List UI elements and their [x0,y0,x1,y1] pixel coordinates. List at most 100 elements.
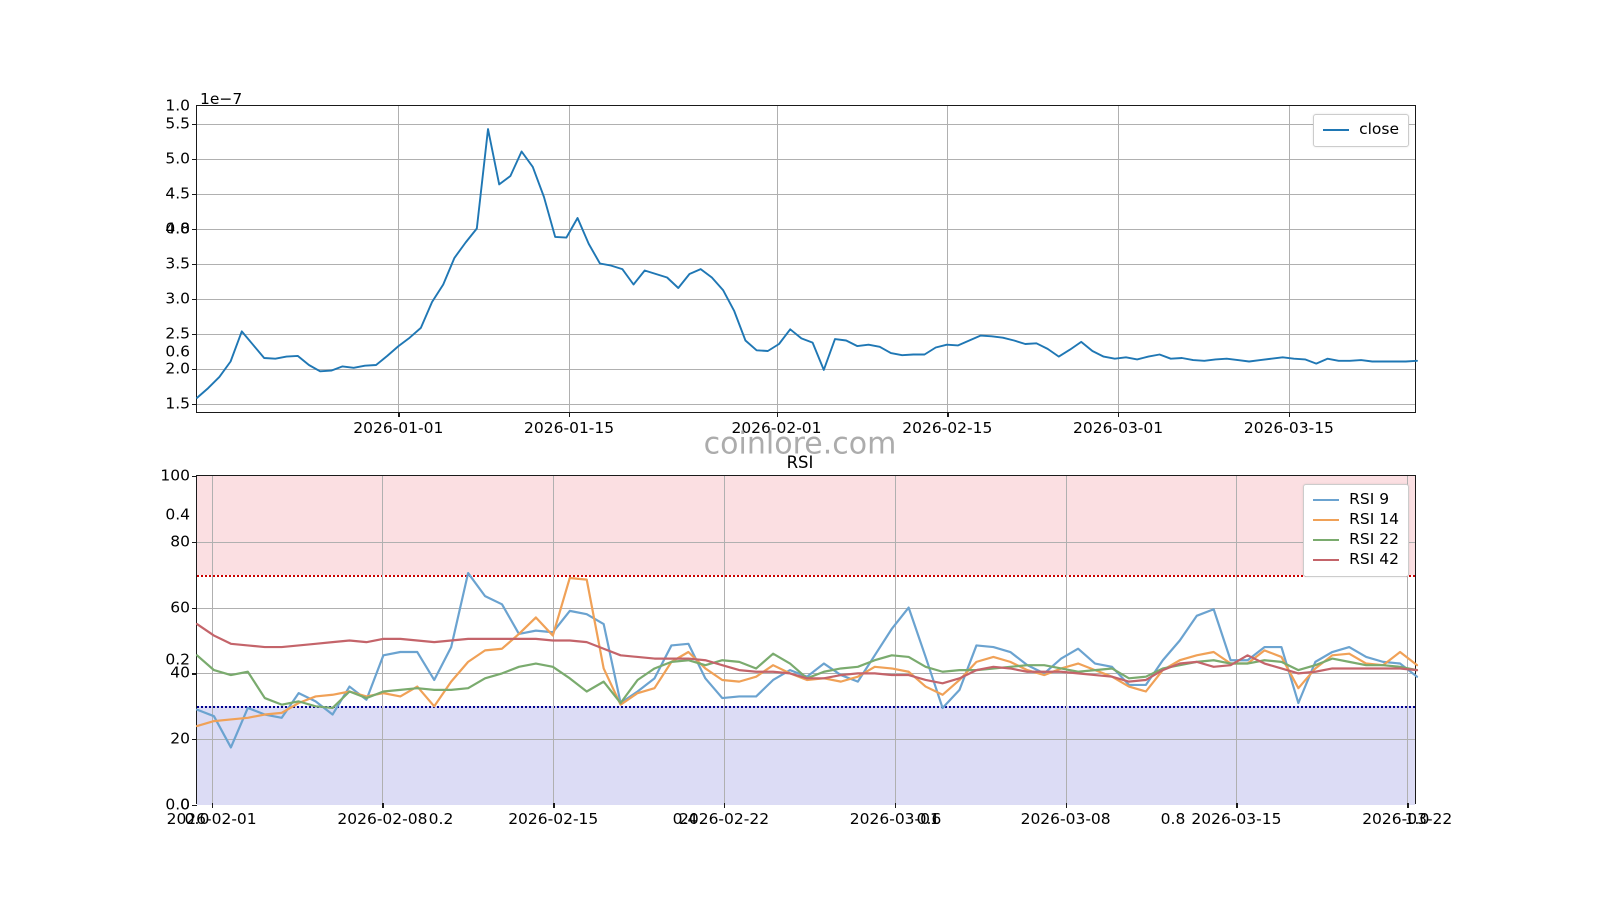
x-tick-label-secondary: 0.8 [1160,810,1186,828]
x-tick-label: 2026-02-22 [678,810,770,828]
y-tick-mark [192,193,197,195]
y-tick-mark [192,158,197,160]
y-tick-label-secondary: 0.2 [165,650,190,669]
y-tick-label: 5.5 [165,113,190,132]
x-tick-label-secondary: 1.0 [1404,810,1430,828]
legend-item[interactable]: close [1323,120,1399,140]
gridline-vertical [398,106,400,412]
x-tick-label: 2026-03-15 [1243,419,1334,437]
legend-item[interactable]: RSI 22 [1313,530,1399,550]
x-tick-label: 2026-02-15 [902,419,993,437]
x-tick-mark [382,803,384,808]
gridline-horizontal [197,403,1415,405]
x-tick-label-secondary: 0.2 [428,810,454,828]
y-tick-mark [192,368,197,370]
legend-label: RSI 14 [1349,510,1399,529]
gridline-horizontal [197,541,1415,543]
y-tick-label: 4.0 [165,218,190,237]
x-tick-label: 2026-03-15 [1191,810,1282,828]
y-tick-label: 0 [180,795,190,814]
y-tick-mark [192,403,197,405]
rsi-plot-area: 0 20 40 60 80 100 0.4 0.2 0.0 2026-02-01 2026-02-… [160,468,1452,827]
y-tick-label-secondary: 0.4 [165,505,190,524]
y-tick-mark [192,673,197,675]
x-tick-mark [894,803,897,808]
y-tick-label: 4.5 [165,183,190,202]
watermark: coinlore.com [703,426,897,462]
gridline-horizontal [197,123,1415,125]
legend-swatch-0 [1323,129,1350,131]
y-tick-label: 60 [170,597,190,616]
gridline-vertical [776,106,778,412]
threshold-line-oversold [197,706,1415,709]
y-tick-mark [192,805,197,807]
gridline-horizontal [197,228,1415,230]
legend-label: RSI 9 [1349,490,1390,509]
zone-oversold-zone [197,706,1415,805]
x-tick-label-secondary: 0.4 [672,810,698,828]
y-tick-mark [192,263,197,265]
x-tick-label: 2026-01-01 [353,419,444,437]
x-tick-mark [1065,803,1067,808]
rsi-line-series [195,571,1419,749]
x-tick-label: 2026-03-08 [1020,810,1111,828]
x-tick-mark [724,803,726,808]
price-line-series [196,128,1418,399]
y-tick-mark [192,541,197,544]
x-tick-mark [1407,803,1409,808]
x-tick-label: 2026-02-01 [166,810,257,828]
x-tick-label-secondary: 0.6 [916,810,942,828]
gridline-horizontal [197,368,1415,370]
x-tick-mark [1118,412,1120,417]
x-tick-label: 2026-03-22 [1362,810,1453,828]
rsi-title: RSI [786,453,814,472]
y-tick-label: 100 [160,466,190,485]
x-tick-mark [947,412,949,417]
gridline-horizontal [197,673,1415,675]
legend-swatch-0 [1313,499,1340,501]
x-tick-mark [398,412,400,417]
gridline-horizontal [197,739,1415,741]
gridline-vertical [724,476,726,803]
y-tick-label: 2.0 [165,358,190,377]
x-tick-label: 2026-02-15 [508,810,599,828]
threshold-line-overbought [197,574,1415,577]
y-tick-mark [192,298,197,300]
y-tick-label: 20 [170,729,190,748]
y-tick-label-secondary: 0.8 [165,219,190,238]
legend-swatch-3 [1313,559,1340,561]
rsi-panel: 0 20 40 60 80 100 0.4 0.2 0.0 2026-02-01 2026-02-… [0,460,1600,900]
gridline-horizontal [197,333,1415,335]
gridline-horizontal [197,193,1415,195]
y-tick-label: 2.5 [165,323,190,342]
legend-item[interactable]: RSI 14 [1313,510,1399,530]
gridline-vertical [1407,476,1409,803]
price-panel: 1e−7 1.5 2.0 2.5 3.0 3.5 4.0 4.5 5.0 5.5 1.0 0.8 0.… [165,90,1418,437]
price-legend[interactable]: close [1313,114,1409,147]
y-tick-label: 5.0 [165,148,190,167]
y-axis-offset-text: 1e−7 [200,90,243,108]
x-tick-label: 2026-02-08 [337,810,428,828]
gridline-horizontal [197,158,1415,160]
y-tick-label: 3.5 [165,253,190,272]
gridline-vertical [1288,106,1290,412]
legend-item[interactable]: RSI 42 [1313,550,1399,570]
x-tick-label: 2026-02-01 [731,419,822,437]
x-tick-mark [1236,803,1238,808]
x-tick-label: 2026-03-01 [1073,419,1164,437]
y-tick-label: 40 [170,663,190,682]
gridline-horizontal [197,298,1415,300]
gridline-vertical [211,476,213,803]
gridline-vertical [569,106,571,412]
x-tick-mark [553,803,555,808]
legend-item[interactable]: RSI 9 [1313,490,1399,510]
zone-overbought-zone [197,476,1415,575]
y-tick-label-secondary: 0.0 [165,795,190,814]
x-tick-mark [569,412,571,417]
gridline-vertical [894,476,896,803]
gridline-vertical [947,106,949,412]
x-tick-mark [776,412,778,417]
x-tick-label: 2026-03-01 [849,810,940,828]
gridline-vertical [1065,476,1067,803]
rsi-legend[interactable]: RSI 9 RSI 14 RSI 22 RSI 42 [1303,484,1409,577]
